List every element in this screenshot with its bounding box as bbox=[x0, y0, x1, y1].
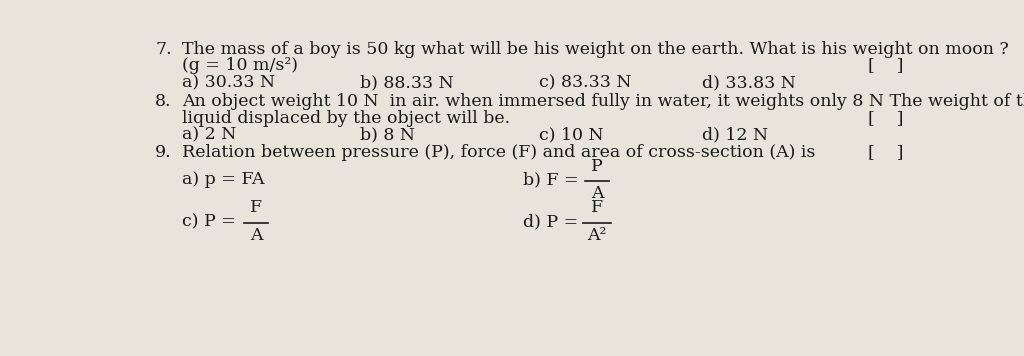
Text: a) 30.33 N: a) 30.33 N bbox=[182, 74, 275, 91]
Text: An object weight 10 N  in air. when immersed fully in water, it weights only 8 N: An object weight 10 N in air. when immer… bbox=[182, 93, 1024, 110]
Text: 7.: 7. bbox=[155, 41, 172, 58]
Text: (g = 10 m/s²): (g = 10 m/s²) bbox=[182, 57, 298, 74]
Text: [    ]: [ ] bbox=[868, 144, 903, 161]
Text: 9.: 9. bbox=[155, 144, 172, 161]
Text: Relation between pressure (P), force (F) and area of cross-section (A) is: Relation between pressure (P), force (F)… bbox=[182, 144, 816, 161]
Text: b) 88.33 N: b) 88.33 N bbox=[360, 74, 455, 91]
Text: d) 33.83 N: d) 33.83 N bbox=[701, 74, 796, 91]
Text: 8.: 8. bbox=[155, 93, 172, 110]
Text: a) 2 N: a) 2 N bbox=[182, 127, 237, 144]
Text: F: F bbox=[250, 199, 262, 216]
Text: P: P bbox=[591, 158, 603, 174]
Text: c) 10 N: c) 10 N bbox=[539, 127, 603, 144]
Text: [    ]: [ ] bbox=[868, 110, 903, 127]
Text: liquid displaced by the object will be.: liquid displaced by the object will be. bbox=[182, 110, 510, 127]
Text: A: A bbox=[591, 185, 603, 202]
Text: d) 12 N: d) 12 N bbox=[701, 127, 768, 144]
Text: a) p = FA: a) p = FA bbox=[182, 171, 265, 188]
Text: A: A bbox=[250, 227, 262, 244]
Text: b) F =: b) F = bbox=[523, 171, 585, 188]
Text: c) P =: c) P = bbox=[182, 213, 242, 230]
Text: [    ]: [ ] bbox=[868, 57, 903, 74]
Text: The mass of a boy is 50 kg what will be his weight on the earth. What is his wei: The mass of a boy is 50 kg what will be … bbox=[182, 41, 1009, 58]
Text: d) P =: d) P = bbox=[523, 213, 584, 230]
Text: A²: A² bbox=[587, 227, 606, 244]
Text: F: F bbox=[591, 199, 603, 216]
Text: b) 8 N: b) 8 N bbox=[360, 127, 416, 144]
Text: c) 83.33 N: c) 83.33 N bbox=[539, 74, 631, 91]
